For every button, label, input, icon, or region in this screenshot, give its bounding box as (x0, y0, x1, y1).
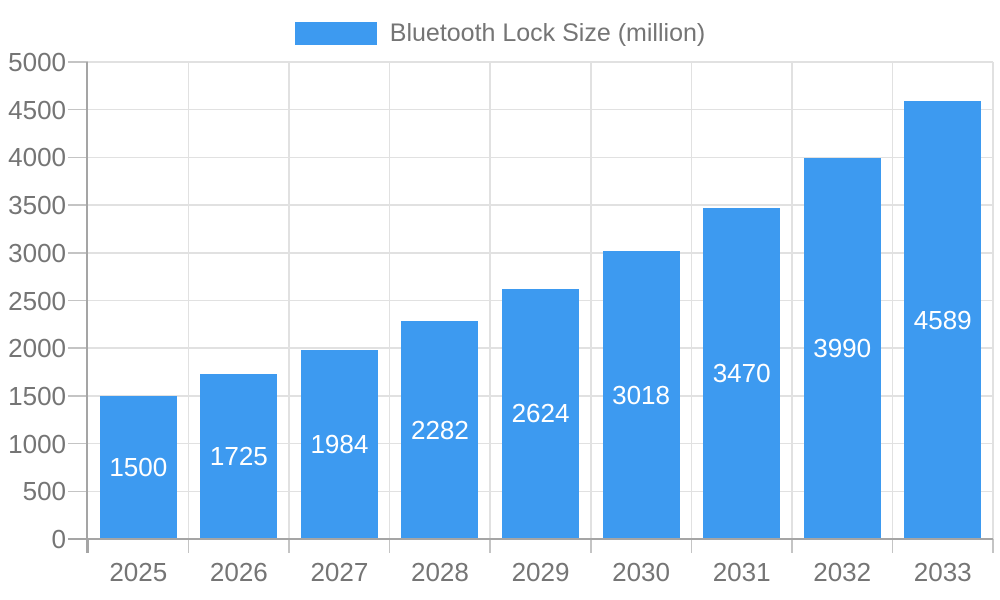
gridline-vertical (388, 62, 391, 539)
bar[interactable]: 3990 (803, 158, 881, 539)
y-tick-label: 4500 (8, 94, 66, 125)
gridline-horizontal (88, 156, 993, 159)
y-tick-label: 1500 (8, 380, 66, 411)
y-tick-label: 3000 (8, 237, 66, 268)
bar[interactable]: 1984 (300, 349, 378, 539)
gridline-vertical (992, 62, 994, 539)
y-tick (68, 490, 88, 493)
y-tick (68, 299, 88, 302)
bar[interactable]: 3470 (703, 207, 781, 539)
gridline-vertical (187, 62, 190, 539)
y-tick-label: 4000 (8, 142, 66, 173)
x-tick-label: 2031 (712, 557, 771, 587)
bar[interactable]: 2282 (401, 321, 479, 539)
bar-value-label: 1500 (109, 451, 168, 482)
y-tick-label: 0 (51, 524, 66, 554)
x-tick (590, 539, 592, 553)
bar-value-label: 1984 (310, 428, 369, 459)
bar[interactable]: 2624 (502, 288, 579, 539)
x-tick (489, 539, 491, 553)
bar[interactable]: 3018 (602, 251, 680, 539)
y-tick (68, 204, 88, 206)
gridline-horizontal (88, 61, 993, 63)
x-tick (690, 539, 693, 553)
bar-value-label: 2282 (411, 414, 469, 445)
x-tick-label: 2033 (913, 557, 972, 587)
y-tick-label: 500 (22, 476, 66, 507)
gridline-vertical (288, 62, 290, 539)
x-axis-line (68, 538, 993, 540)
bar-value-label: 3470 (712, 357, 771, 388)
x-tick (791, 539, 793, 553)
bar[interactable]: 1725 (200, 374, 278, 539)
bar-value-label: 4589 (913, 304, 972, 335)
y-tick-label: 2000 (8, 333, 66, 364)
legend[interactable]: Bluetooth Lock Size (million) (0, 19, 1000, 48)
y-tick (68, 347, 88, 349)
legend-label: Bluetooth Lock Size (million) (389, 19, 706, 47)
x-tick (992, 539, 994, 553)
y-tick-label: 3500 (8, 190, 66, 221)
gridline-horizontal (88, 204, 993, 206)
y-tick (68, 108, 88, 111)
bar-value-label: 2624 (511, 398, 570, 429)
gridline-vertical (590, 62, 592, 539)
bar[interactable]: 1500 (99, 395, 177, 539)
bar[interactable]: 4589 (904, 101, 982, 539)
gridline-vertical (791, 62, 793, 539)
x-tick-label: 2025 (109, 557, 168, 587)
y-tick (68, 156, 88, 159)
y-tick-label: 2500 (8, 285, 66, 316)
x-tick (288, 539, 290, 553)
x-tick (891, 539, 894, 553)
gridline-vertical (690, 62, 693, 539)
x-tick-label: 2030 (612, 557, 670, 587)
gridline-vertical (489, 62, 491, 539)
y-tick-label: 1000 (8, 428, 66, 459)
gridline-horizontal (88, 252, 993, 254)
bar-value-label: 3018 (612, 379, 670, 410)
y-tick-label: 5000 (8, 47, 66, 77)
x-tick (388, 539, 391, 553)
x-tick-label: 2026 (209, 557, 268, 587)
bar-value-label: 3990 (813, 333, 872, 364)
x-tick-label: 2029 (511, 557, 570, 587)
legend-swatch (294, 22, 377, 45)
gridline-vertical (891, 62, 894, 539)
gridline-horizontal (88, 108, 993, 111)
y-tick (68, 395, 88, 397)
bar-value-label: 1725 (209, 441, 268, 472)
x-tick-label: 2027 (310, 557, 369, 587)
y-tick (68, 61, 88, 63)
x-tick (187, 539, 190, 553)
y-tick (68, 442, 88, 445)
y-tick (68, 252, 88, 254)
x-tick-label: 2032 (813, 557, 872, 587)
y-axis-line (86, 62, 88, 553)
plot-area: 1500 1725 1984 2282 2624 3018 3470 3990 4589 (68, 61, 994, 553)
x-tick (87, 539, 89, 553)
x-tick-label: 2028 (411, 557, 469, 587)
